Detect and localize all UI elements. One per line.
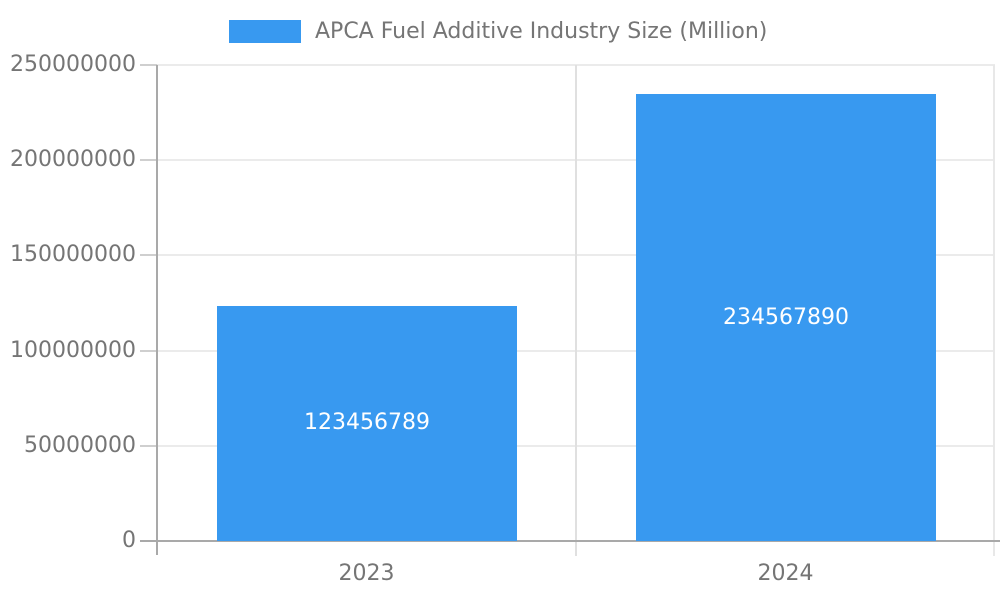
bar-2023[interactable]	[217, 305, 517, 541]
y-tick-mark	[140, 444, 157, 447]
bar-value-label: 234567890	[723, 305, 849, 330]
category-separator-gridline	[575, 65, 577, 556]
bar-2024[interactable]	[636, 94, 936, 541]
y-tick-mark	[140, 64, 157, 66]
y-axis-line	[156, 65, 158, 555]
x-axis-line	[140, 540, 1000, 542]
plot-right-border	[993, 65, 995, 556]
y-axis-tick-label: 150000000	[10, 242, 136, 268]
x-axis-tick-label: 2024	[757, 561, 814, 586]
x-axis-tick-label: 2023	[338, 561, 395, 586]
y-tick-mark	[140, 349, 157, 352]
y-axis-tick-label: 0	[122, 528, 136, 553]
y-tick-mark	[140, 159, 157, 162]
y-tick-mark	[140, 254, 157, 257]
y-axis-tick-label: 250000000	[10, 52, 136, 77]
legend-label: APCA Fuel Additive Industry Size (Millio…	[315, 19, 768, 44]
legend-color-swatch	[229, 20, 301, 43]
y-axis-tick-label: 50000000	[24, 432, 136, 458]
legend[interactable]: APCA Fuel Additive Industry Size (Millio…	[229, 19, 767, 44]
y-axis-tick-label: 200000000	[10, 147, 136, 173]
bar-value-label: 123456789	[304, 410, 430, 435]
y-axis-tick-label: 100000000	[10, 337, 136, 363]
